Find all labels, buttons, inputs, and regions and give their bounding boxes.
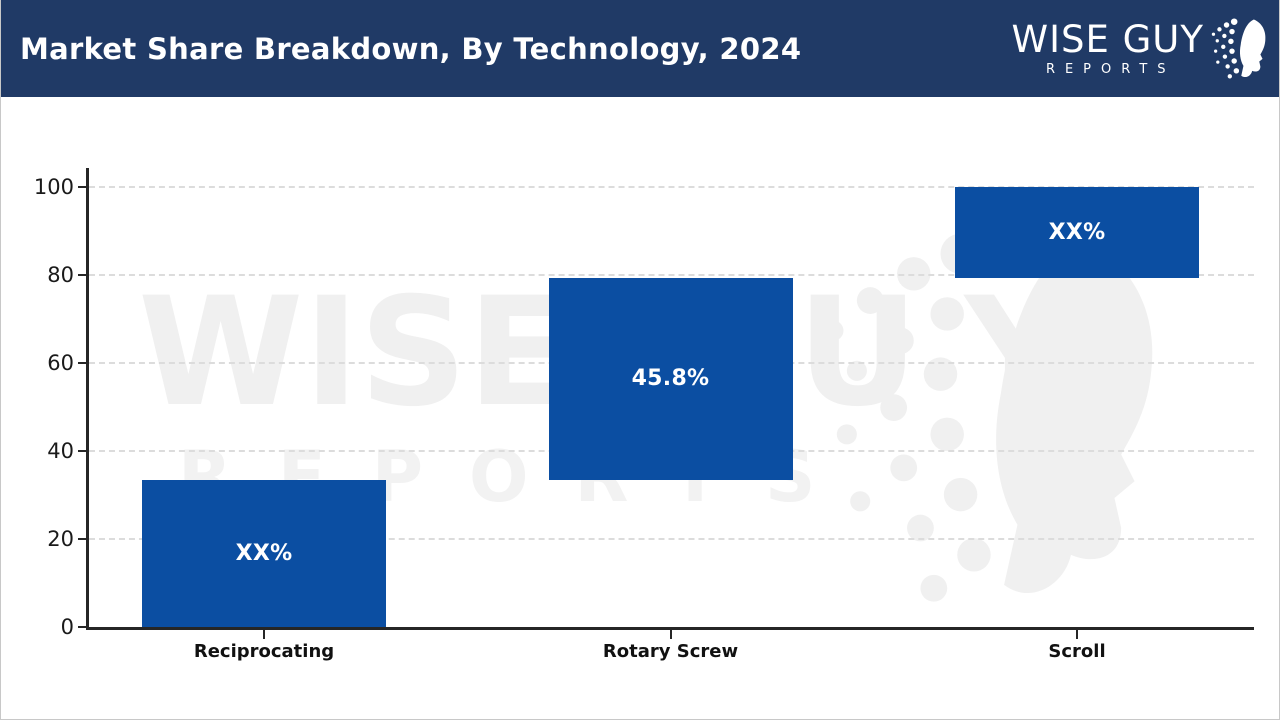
x-tick-mark bbox=[263, 630, 265, 639]
gridline bbox=[89, 186, 1254, 188]
y-axis-tick-label: 60 bbox=[47, 351, 74, 375]
x-axis-label: Reciprocating bbox=[193, 641, 335, 662]
brand-logo: WISE GUY REPORTS bbox=[1012, 6, 1269, 92]
y-tick-mark bbox=[78, 450, 86, 452]
y-axis-tick-label: 100 bbox=[33, 175, 74, 199]
bar-value-label: XX% bbox=[1048, 220, 1106, 246]
bar-value-label: 45.8% bbox=[631, 366, 710, 392]
y-axis-tick-label: 0 bbox=[60, 615, 74, 639]
x-tick-mark bbox=[669, 630, 672, 639]
x-tick-mark bbox=[1076, 630, 1078, 639]
y-tick-mark bbox=[78, 274, 86, 276]
page-title: Market Share Breakdown, By Technology, 2… bbox=[20, 31, 802, 66]
y-axis-tick-label: 20 bbox=[47, 527, 74, 551]
y-axis-line bbox=[86, 168, 89, 630]
x-axis-line bbox=[86, 627, 1254, 630]
header-bar: Market Share Breakdown, By Technology, 2… bbox=[0, 0, 1280, 97]
brand-name: WISE GUY bbox=[1011, 18, 1204, 62]
brand-face-icon bbox=[1211, 18, 1266, 79]
bar-scroll: XX% bbox=[955, 187, 1199, 279]
x-axis-label: Scroll bbox=[1048, 641, 1106, 662]
y-tick-mark bbox=[78, 626, 86, 628]
brand-subtitle: REPORTS bbox=[1045, 61, 1176, 77]
y-tick-mark bbox=[78, 538, 86, 540]
bar-value-label: XX% bbox=[235, 540, 293, 566]
y-tick-mark bbox=[78, 362, 86, 364]
bar-reciprocating: XX% bbox=[142, 479, 386, 627]
bar-rotary-screw: 45.8% bbox=[548, 278, 793, 480]
y-tick-mark bbox=[78, 186, 86, 188]
y-axis-tick-label: 40 bbox=[47, 439, 74, 463]
gridline bbox=[89, 538, 1254, 540]
x-axis-label: Rotary Screw bbox=[602, 641, 739, 662]
y-axis-tick-label: 80 bbox=[47, 263, 74, 287]
gridline bbox=[89, 274, 1254, 276]
brand-logo-text: WISE GUY REPORTS bbox=[1011, 18, 1205, 77]
